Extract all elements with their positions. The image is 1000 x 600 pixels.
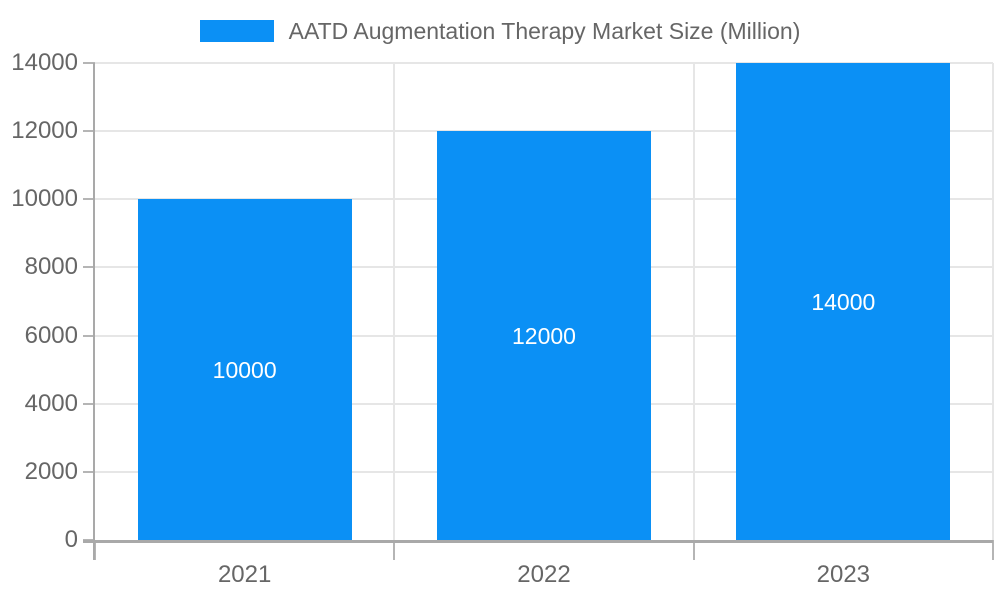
bar-2023[interactable] [736,63,951,540]
y-tick-mark [83,470,95,473]
y-axis-tick-label: 14000 [11,49,78,76]
y-axis-tick-label: 10000 [11,185,78,213]
x-axis-tick-label: 2022 [517,561,571,588]
y-axis-line [93,63,95,560]
x-tick-mark [992,540,994,560]
y-tick-mark [83,62,95,64]
x-tick-mark [393,540,396,560]
y-tick-mark [83,266,95,269]
x-tick-mark [692,540,695,560]
bar-value-label: 12000 [512,322,576,349]
x-tick-mark [94,540,96,560]
gridline-vertical [393,63,396,540]
legend[interactable]: AATD Augmentation Therapy Market Size (M… [0,17,1000,45]
y-tick-mark [83,198,95,201]
y-tick-mark [83,402,95,405]
gridline-vertical [992,63,994,540]
x-axis-tick-label: 2023 [816,561,871,588]
y-axis-tick-label: 8000 [24,253,78,281]
bar-2021[interactable] [137,199,352,540]
bar-value-label: 10000 [212,356,277,383]
y-axis-tick-label: 0 [64,526,78,553]
y-axis-tick-label: 6000 [24,321,78,349]
bar-2022[interactable] [437,131,651,540]
gridline-horizontal [95,62,993,64]
x-axis-tick-label: 2021 [217,561,272,588]
y-axis-tick-label: 4000 [24,389,78,417]
y-axis-tick-label: 12000 [11,117,78,145]
x-axis-line [83,540,993,543]
legend-swatch [199,20,274,42]
y-tick-mark [83,130,95,133]
legend-label: AATD Augmentation Therapy Market Size (M… [288,17,801,44]
bar-value-label: 14000 [811,288,876,315]
y-axis-tick-label: 2000 [24,457,78,485]
y-tick-mark [83,334,95,337]
gridline-vertical [692,63,695,540]
